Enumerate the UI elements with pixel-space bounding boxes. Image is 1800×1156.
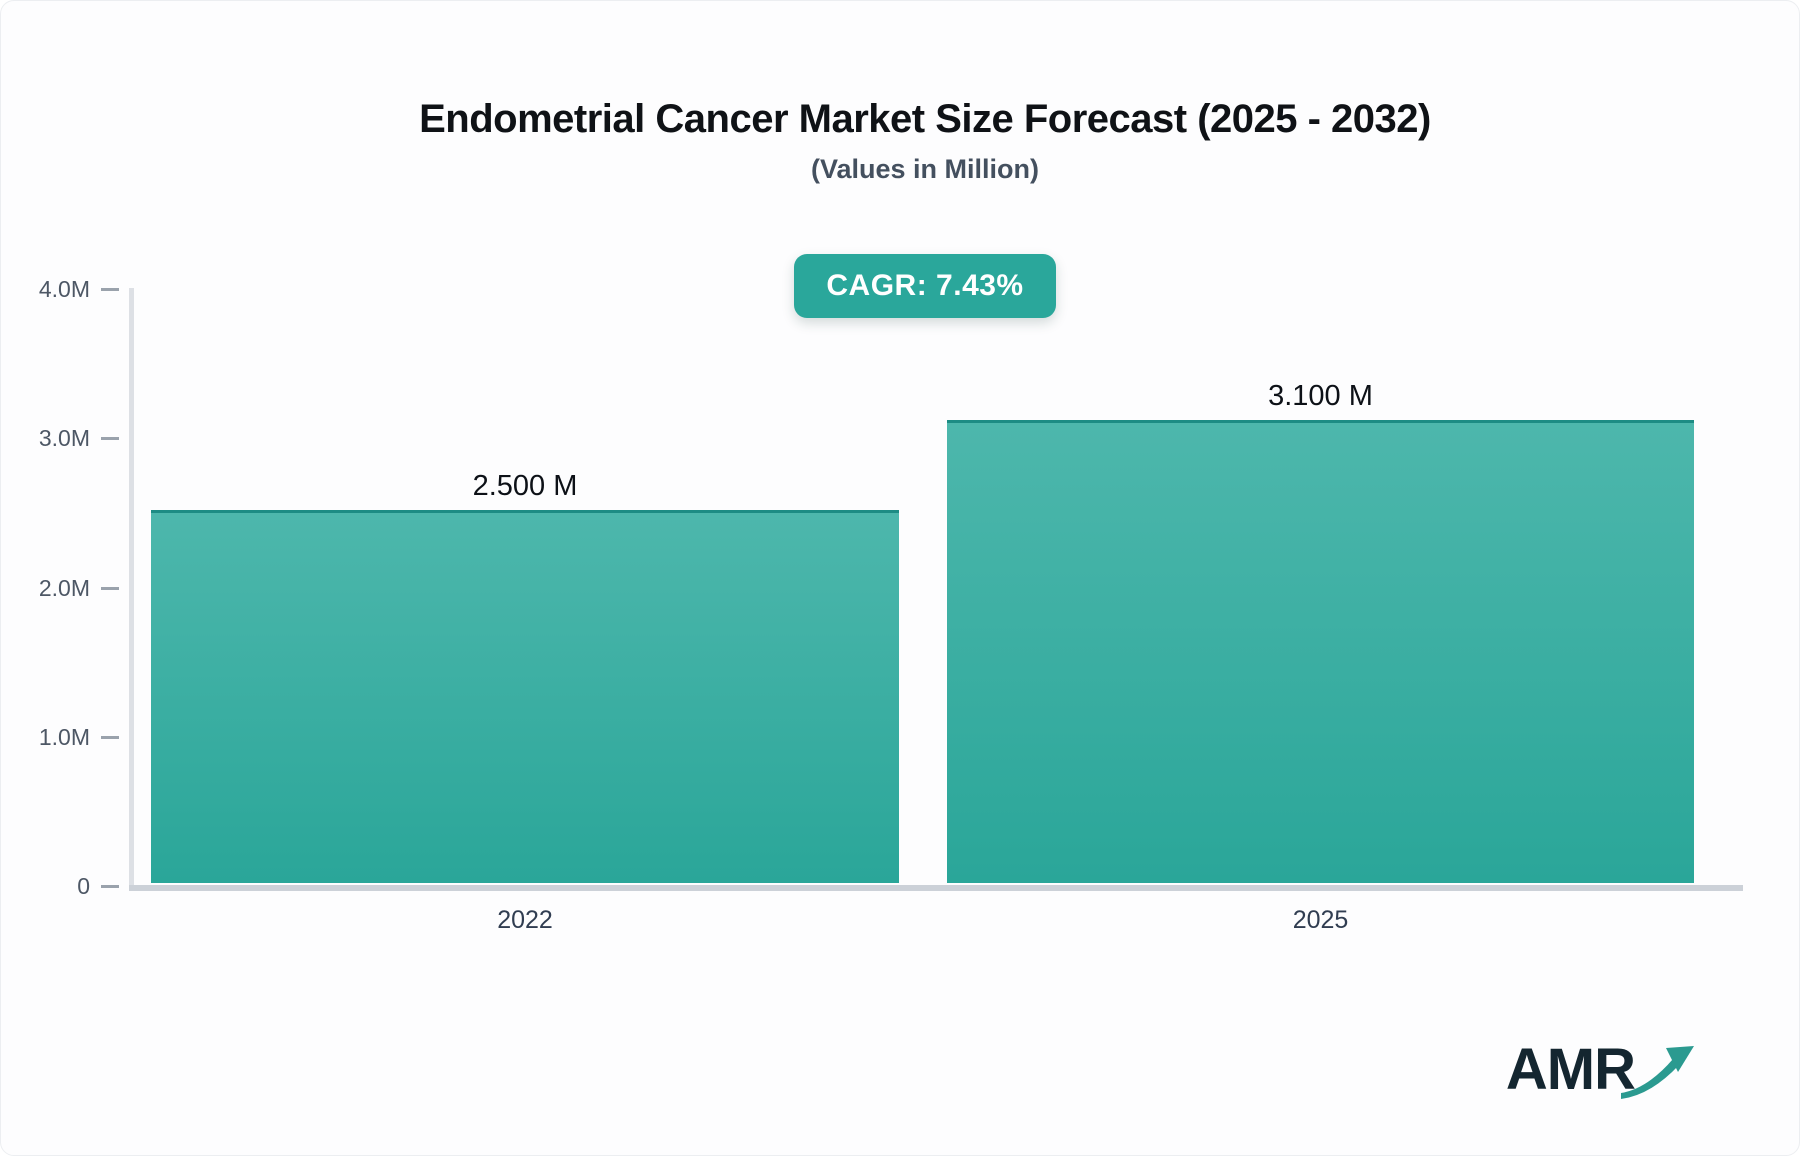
tick-dash-icon — [101, 287, 119, 291]
bar-2025: 3.100 M — [947, 380, 1694, 883]
y-tick-label: 2.0M — [38, 574, 90, 601]
chart-subtitle: (Values in Million) — [810, 154, 1040, 184]
tick-dash-icon — [101, 436, 119, 440]
x-label-2022: 2022 — [497, 906, 553, 934]
chart-header: Endometrial Cancer Market Size Forecast … — [51, 97, 1799, 185]
y-tick-label: 1.0M — [38, 723, 90, 750]
tick-dash-icon — [101, 735, 119, 739]
y-tick-2m: 2.0M — [1, 572, 119, 604]
y-tick-1m: 1.0M — [1, 721, 119, 753]
x-axis-line — [129, 885, 1743, 891]
tick-dash-icon — [101, 884, 119, 888]
growth-arrow-icon — [1621, 1046, 1694, 1099]
amr-logo: AMR — [1506, 1041, 1697, 1103]
y-tick-label: 4.0M — [38, 275, 90, 302]
cagr-badge: CAGR: 7.43% — [794, 254, 1056, 318]
amr-logo-text: AMR — [1505, 1037, 1636, 1102]
y-tick-label: 0 — [77, 872, 90, 899]
y-tick-0: 0 — [1, 870, 119, 902]
bar-value-label: 3.100 M — [1268, 380, 1373, 412]
x-label-2025: 2025 — [1292, 906, 1349, 934]
y-axis-line — [129, 288, 134, 890]
bar-value-label: 2.500 M — [472, 470, 578, 502]
cagr-badge-row: CAGR: 7.43% — [51, 254, 1799, 318]
bar-2022: 2.500 M — [151, 470, 899, 883]
chart-title: Endometrial Cancer Market Size Forecast … — [419, 97, 1431, 141]
y-tick-label: 3.0M — [38, 424, 90, 451]
y-tick-3m: 3.0M — [1, 422, 119, 454]
y-tick-4m: 4.0M — [1, 273, 119, 305]
tick-dash-icon — [101, 586, 119, 590]
